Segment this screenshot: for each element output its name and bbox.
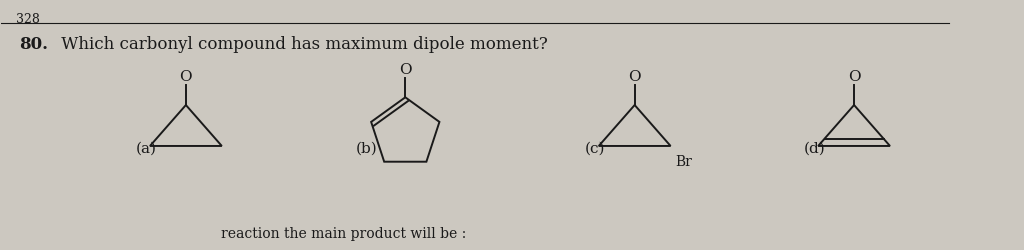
Text: 80.: 80. xyxy=(19,36,48,53)
Text: O: O xyxy=(399,63,412,77)
Text: O: O xyxy=(179,70,193,85)
Text: Which carbonyl compound has maximum dipole moment?: Which carbonyl compound has maximum dipo… xyxy=(56,36,548,53)
Text: (b): (b) xyxy=(355,142,377,156)
Text: O: O xyxy=(629,70,641,85)
Text: (d): (d) xyxy=(804,142,826,156)
Text: O: O xyxy=(848,70,860,85)
Text: Br: Br xyxy=(675,155,692,169)
Text: (a): (a) xyxy=(136,142,157,156)
Text: (c): (c) xyxy=(585,142,605,156)
Text: reaction the main product will be :: reaction the main product will be : xyxy=(221,227,466,241)
Text: 328: 328 xyxy=(16,13,40,26)
